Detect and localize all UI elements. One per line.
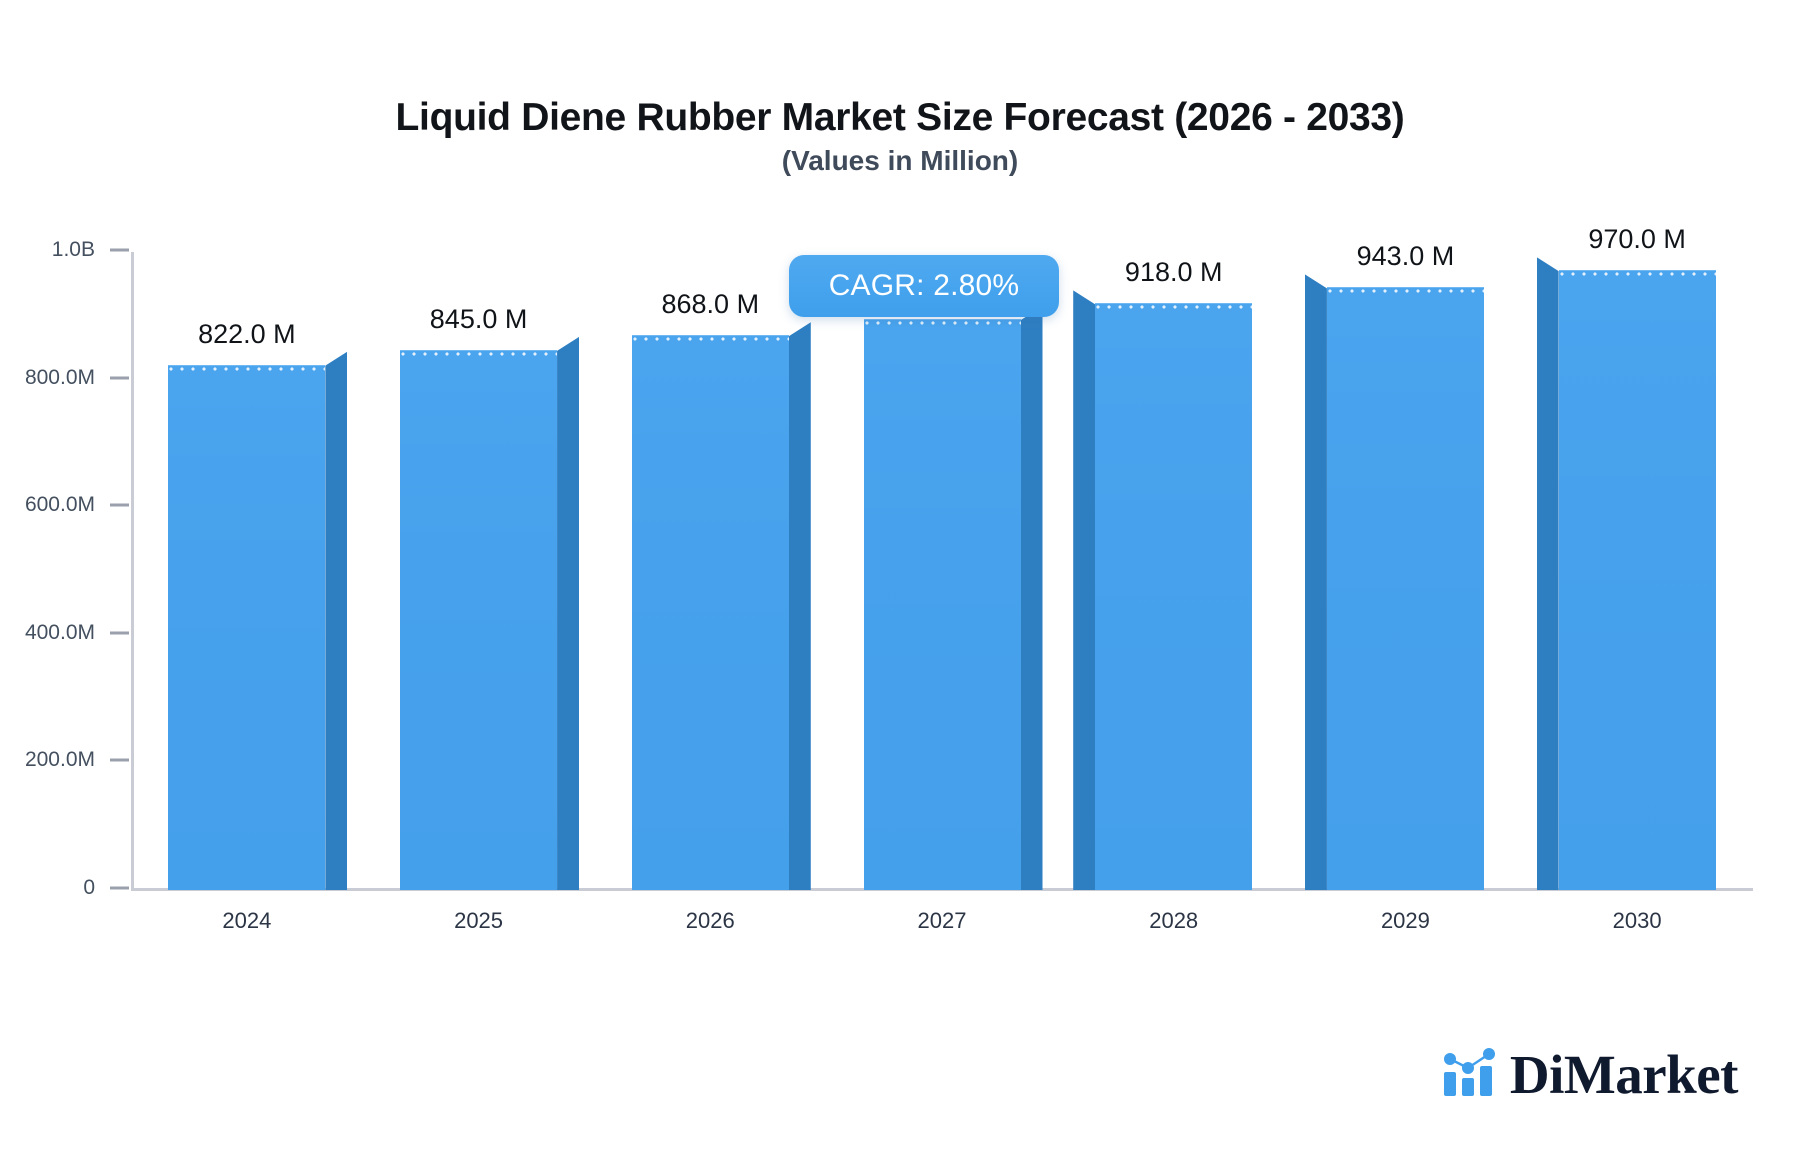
y-tick-mark: [110, 886, 129, 890]
bar-value-label: 918.0 M: [1124, 257, 1223, 288]
y-tick-label: 0: [0, 876, 129, 900]
bar-front-face: [1095, 303, 1253, 890]
bar-value-label: 943.0 M: [1356, 241, 1455, 272]
bar-2026[interactable]: 868.0 M: [631, 289, 811, 890]
x-tick-label: 2030: [1612, 908, 1662, 933]
bar-front-face: [400, 349, 558, 890]
y-tick-mark: [110, 503, 129, 507]
x-tick-label: 2029: [1380, 908, 1430, 933]
brand-name: DiMarket: [1509, 1044, 1739, 1105]
bar-front-face: [1558, 270, 1716, 890]
y-tick-label: 1.0B: [0, 238, 129, 262]
y-tick-label: 200.0M: [0, 748, 129, 772]
x-tick-label: 2028: [1149, 908, 1199, 933]
bar-2024[interactable]: 822.0 M: [168, 319, 348, 890]
bar-value-label: 845.0 M: [429, 303, 528, 334]
bar-2028[interactable]: 918.0 M: [1073, 257, 1253, 890]
y-tick-mark: [110, 758, 129, 762]
brand-logo: DiMarket: [1441, 1044, 1739, 1105]
bar-front-face: [1326, 287, 1484, 890]
bar-side-face: [557, 336, 580, 890]
x-tick-label: 2026: [685, 908, 735, 933]
y-tick-mark: [110, 631, 129, 635]
bar-side-face: [1536, 257, 1559, 890]
bar-2025[interactable]: 845.0 M: [400, 304, 580, 890]
bar-value-label: 868.0 M: [661, 289, 760, 320]
bar-2030[interactable]: 970.0 M: [1536, 224, 1716, 890]
bar-value-label: 970.0 M: [1588, 224, 1686, 255]
y-tick-label: 400.0M: [0, 621, 129, 645]
y-tick-label: 600.0M: [0, 493, 129, 517]
bar-front-face: [631, 335, 789, 890]
chart-subtitle: (Values in Million): [781, 145, 1019, 176]
y-tick-mark: [110, 248, 129, 252]
x-tick-label: 2027: [917, 908, 967, 933]
bar-side-face: [1073, 290, 1096, 890]
bar-2027[interactable]: 893.0 M: [863, 273, 1043, 890]
plot-area: 822.0 M 845.0 M 868.0 M 893.0 M 918.0 M 943.0…: [131, 224, 1753, 890]
bar-2029[interactable]: 943.0 M: [1304, 241, 1484, 890]
bar-side-face: [1304, 274, 1327, 890]
y-axis-line: [131, 252, 134, 890]
x-tick-label: 2025: [454, 908, 504, 933]
cagr-badge: CAGR: 2.80%: [789, 255, 1059, 317]
bar-front-face: [863, 319, 1021, 890]
y-tick-mark: [110, 376, 129, 380]
chart-title: Liquid Diene Rubber Market Size Forecast…: [395, 96, 1405, 139]
bar-side-face: [1020, 306, 1043, 890]
bar-side-face: [325, 351, 348, 890]
bar-chart-icon: [1441, 1046, 1499, 1103]
bar-value-label: 822.0 M: [198, 318, 296, 349]
bar-front-face: [168, 364, 326, 890]
bar-side-face: [788, 322, 811, 890]
y-tick-label: 800.0M: [0, 366, 129, 390]
x-tick-label: 2024: [222, 908, 272, 933]
